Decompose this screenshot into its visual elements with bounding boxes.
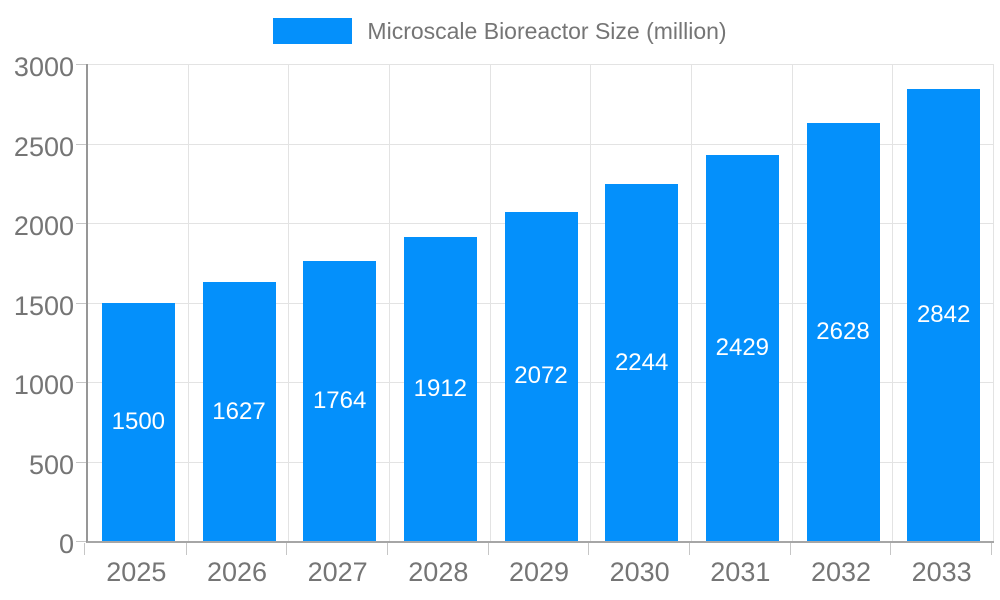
y-axis-tick-label: 2000 [13,211,74,241]
bar-value-label: 1912 [413,375,468,402]
gridline-vertical [590,64,592,541]
x-axis-tick-label: 2025 [106,557,167,587]
x-axis-tick-label: 2032 [810,557,872,587]
bar-value-label: 2842 [916,301,971,329]
y-axis-tick-label: 3000 [13,52,74,82]
y-axis-tick-label: 1000 [13,370,74,400]
bar-2025: 1500 [101,302,175,541]
gridline-vertical [187,64,189,541]
y-axis-tick-label: 1500 [13,290,74,321]
legend-swatch [273,18,353,44]
bar-value-label: 2244 [614,348,669,376]
y-axis-tick-mark [76,223,86,224]
bar-value-label: 1500 [111,407,166,435]
x-axis-tick-label: 2029 [508,557,570,587]
bar-value-label: 1764 [312,386,367,414]
x-axis-tick-mark [689,543,690,555]
bar-2029: 2072 [504,211,578,541]
bar-2028: 1912 [403,237,477,541]
x-axis-tick-label: 2033 [911,557,972,587]
x-axis-tick-mark [84,543,85,555]
y-axis-tick-label: 500 [28,449,74,480]
legend-item[interactable]: Microscale Bioreactor Size (million) [0,18,1000,44]
gridline-horizontal [88,64,994,65]
gridline-vertical [288,64,290,541]
legend-label: Microscale Bioreactor Size (million) [367,17,727,44]
y-axis-tick-mark [76,541,86,542]
gridline-vertical [791,64,793,541]
x-axis-tick-mark [286,543,288,555]
x-axis-tick-label: 2026 [206,557,268,587]
bar-value-label: 1627 [212,397,266,425]
gridline-vertical [993,64,994,541]
y-axis-tick-mark [76,382,86,383]
x-axis-tick-mark [890,543,892,555]
y-axis-tick-label: 2500 [13,131,74,162]
bar-2032: 2628 [806,123,880,541]
bar-2031: 2429 [705,154,779,541]
bar-2033: 2842 [907,89,981,541]
y-axis-tick-mark [76,64,86,65]
bar-value-label: 2072 [514,362,568,390]
gridline-horizontal [88,143,994,145]
bar-value-label: 2429 [715,333,770,361]
y-axis-tick-label: 0 [58,529,74,559]
x-axis-tick-label: 2031 [710,557,771,587]
plot-area: 1500 1627 1764 1912 2072 2244 2429 2628 2842 [86,64,994,543]
x-axis-tick-mark [387,543,388,555]
x-axis-tick-mark [588,543,590,555]
y-axis-tick-mark [76,143,86,145]
x-axis-tick-mark [789,543,791,555]
x-axis-tick-mark [487,543,489,555]
bar-2030: 2244 [605,184,679,541]
gridline-vertical [389,64,390,541]
bar-value-label: 2628 [816,318,870,346]
x-axis-tick-label: 2030 [609,557,670,587]
gridline-vertical [489,64,491,541]
bar-2027: 1764 [303,260,377,541]
x-axis-tick-mark [185,543,187,555]
x-axis-tick-label: 2027 [307,557,368,587]
y-axis-tick-mark [76,302,86,304]
bar-2026: 1627 [202,282,276,541]
gridline-vertical [892,64,894,541]
x-axis-tick-label: 2028 [408,557,469,587]
gridline-vertical [691,64,692,541]
x-axis-tick-mark [991,543,992,555]
y-axis-tick-mark [76,461,86,463]
